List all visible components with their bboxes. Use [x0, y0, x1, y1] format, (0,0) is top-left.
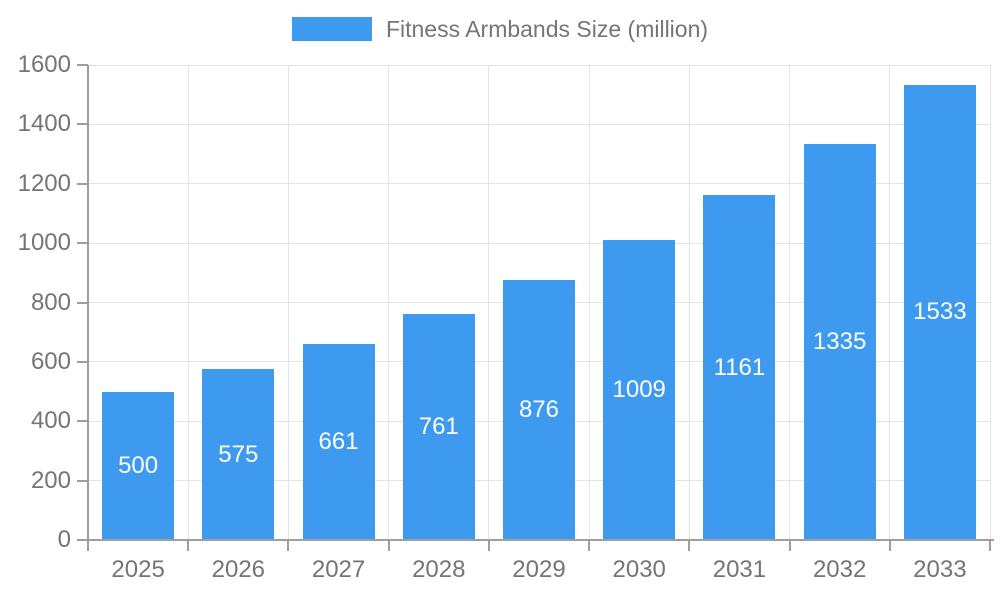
bar-value-label: 1335 — [812, 327, 867, 355]
x-axis-tick — [287, 540, 290, 551]
x-axis-tick-label: 2032 — [812, 556, 867, 583]
gridline-vertical — [388, 65, 390, 540]
gridline-vertical — [889, 65, 891, 540]
bar-2029[interactable] — [503, 279, 575, 540]
y-axis-tick-label: 1600 — [17, 51, 71, 78]
bar-2030[interactable] — [603, 240, 676, 540]
gridline-vertical — [688, 65, 690, 540]
bar-value-label: 876 — [518, 395, 560, 423]
y-axis-tick — [77, 360, 88, 363]
gridline-vertical — [789, 65, 791, 540]
x-axis-tick — [888, 540, 891, 551]
y-axis-tick-label: 200 — [30, 466, 71, 494]
y-axis-tick — [77, 420, 88, 423]
y-axis-line — [87, 65, 89, 551]
x-axis-tick-label: 2029 — [512, 556, 566, 583]
x-axis-tick-label: 2028 — [412, 556, 466, 583]
x-axis-tick — [788, 540, 791, 551]
y-axis-tick — [77, 123, 88, 126]
bar-value-label: 1533 — [913, 298, 967, 326]
y-axis-tick — [77, 182, 88, 185]
y-axis-tick — [77, 242, 88, 245]
bar-2026[interactable] — [202, 369, 275, 540]
x-axis-tick — [688, 540, 691, 551]
gridline-horizontal — [88, 123, 990, 125]
y-axis-tick-label: 600 — [30, 347, 71, 375]
legend-swatch — [291, 17, 372, 41]
x-axis-tick — [989, 540, 991, 551]
y-axis-tick-label: 0 — [57, 526, 71, 553]
x-axis-tick — [387, 540, 390, 551]
y-axis-tick-label: 800 — [30, 288, 71, 316]
x-axis-line — [88, 539, 994, 541]
x-axis-tick-label: 2027 — [311, 556, 366, 583]
bar-2028[interactable] — [402, 314, 475, 540]
gridline-horizontal — [88, 183, 990, 185]
y-axis-tick-label: 1400 — [17, 110, 71, 138]
y-axis-tick-label: 1000 — [17, 229, 71, 257]
y-axis-tick — [77, 301, 88, 304]
y-axis-tick — [77, 479, 88, 482]
gridline-vertical — [287, 65, 289, 540]
gridline-horizontal — [88, 242, 990, 244]
bar-2027[interactable] — [302, 343, 375, 540]
x-axis-tick-label: 2025 — [111, 556, 165, 583]
bar-2025[interactable] — [102, 391, 175, 540]
y-axis-tick — [77, 539, 88, 541]
bar-value-label: 661 — [318, 427, 359, 455]
legend-label: Fitness Armbands Size (million) — [385, 15, 709, 42]
y-axis-tick — [77, 64, 88, 66]
gridline-vertical — [488, 65, 490, 540]
gridline-horizontal — [88, 64, 990, 66]
bar-2033[interactable] — [903, 84, 976, 540]
chart-legend[interactable]: Fitness Armbands Size (million) — [0, 17, 1000, 41]
bar-2031[interactable] — [703, 195, 776, 540]
gridline-vertical — [187, 65, 189, 540]
x-axis-tick — [588, 540, 591, 551]
y-axis-tick-label: 1200 — [17, 169, 71, 197]
bar-value-label: 1009 — [612, 376, 666, 404]
bar-value-label: 500 — [118, 451, 159, 479]
x-axis-tick-label: 2030 — [612, 556, 666, 583]
bar-value-label: 575 — [218, 440, 259, 468]
bar-2032[interactable] — [803, 143, 876, 540]
bar-value-label: 761 — [418, 413, 459, 441]
gridline-vertical — [989, 65, 991, 540]
bar-value-label: 1161 — [713, 353, 766, 381]
x-axis-tick — [487, 540, 490, 551]
x-axis-tick — [187, 540, 190, 551]
x-axis-tick-label: 2031 — [712, 556, 767, 583]
x-axis-tick-label: 2026 — [211, 556, 266, 583]
y-axis-tick-label: 400 — [30, 407, 71, 435]
gridline-vertical — [588, 65, 590, 540]
x-axis-tick-label: 2033 — [913, 556, 967, 583]
